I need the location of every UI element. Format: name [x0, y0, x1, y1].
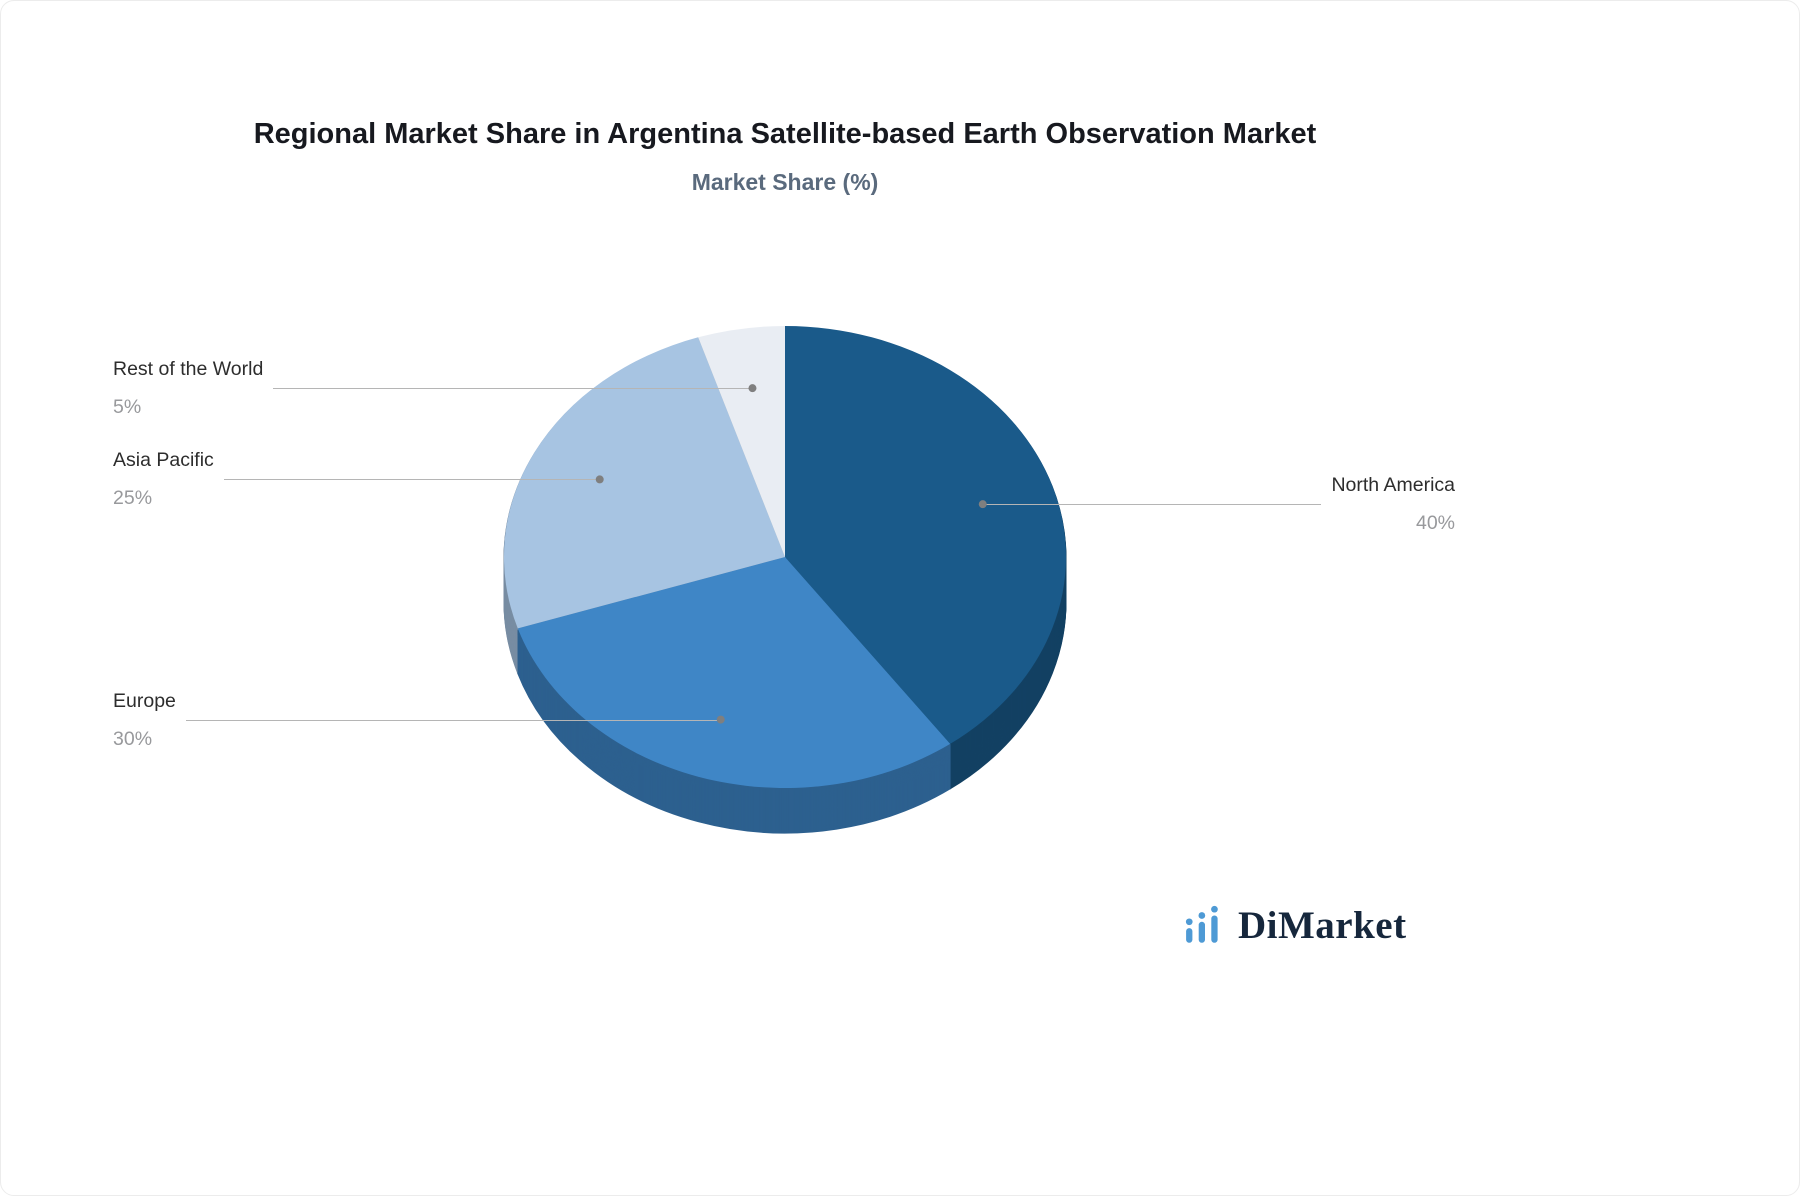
- pie-slice-europe: [517, 557, 951, 789]
- callout-rest-of-the-world: Rest of the World 5%: [113, 356, 263, 420]
- slice-value: 40%: [1415, 512, 1455, 534]
- chart-title: Regional Market Share in Argentina Satel…: [253, 118, 1317, 150]
- slice-value: 30%: [113, 728, 153, 750]
- slice-value: 25%: [113, 487, 153, 509]
- slice-label: North America: [1331, 474, 1455, 496]
- logo: DiMarket: [1183, 903, 1407, 948]
- slice-label: Asia Pacific: [113, 449, 214, 471]
- pie-slice-asia-pacific: [503, 337, 785, 629]
- chart-subtitle: Market Share (%): [691, 169, 879, 195]
- bar-chart-icon: [1185, 905, 1218, 943]
- logo-text: DiMarket: [1238, 904, 1407, 947]
- slice-label: Rest of the World: [113, 358, 264, 380]
- slice-label: Europe: [113, 690, 176, 712]
- callout-asia-pacific: Asia Pacific 25%: [113, 447, 214, 511]
- callout-europe: Europe 30%: [113, 688, 176, 752]
- callout-north-america: North America 40%: [1331, 472, 1455, 536]
- slice-value: 5%: [113, 396, 142, 418]
- pie-slice-north-america: [785, 326, 1067, 744]
- pie-slice-rest-of-the-world: [698, 326, 785, 557]
